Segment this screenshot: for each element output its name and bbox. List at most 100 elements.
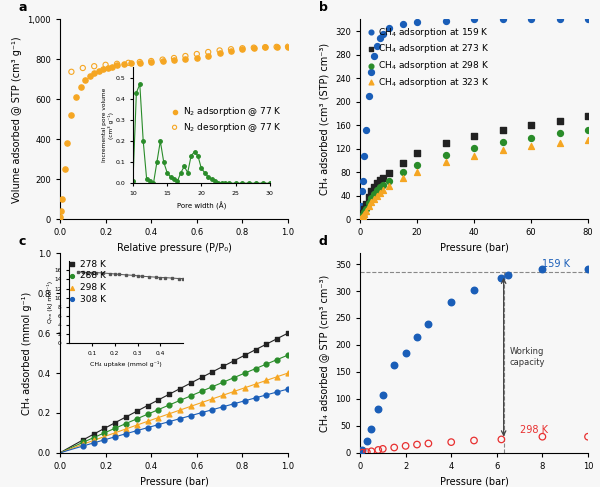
Text: 159 K: 159 K [542, 259, 571, 269]
CH$_4$ adsorption at 159 K [364, 92, 373, 100]
N$_2$ adsorption @ 77 K [94, 67, 104, 75]
288 K [143, 411, 152, 418]
CH$_4$ adsorption at 273 K [358, 209, 368, 217]
Point [538, 433, 547, 441]
CH$_4$ adsorption at 298 K [356, 215, 365, 223]
308 K [251, 394, 260, 402]
Point [358, 449, 367, 456]
CH$_4$ adsorption at 273 K [372, 179, 382, 187]
CH$_4$ adsorption at 273 K [378, 174, 388, 182]
CH$_4$ adsorption at 298 K [398, 169, 407, 176]
CH$_4$ adsorption at 159 K [412, 19, 422, 26]
CH$_4$ adsorption at 159 K [384, 24, 394, 32]
CH$_4$ adsorption at 273 K [356, 214, 365, 222]
CH$_4$ adsorption at 323 K [375, 189, 385, 197]
298 K [262, 376, 271, 384]
Point [373, 405, 383, 412]
308 K [143, 424, 152, 431]
N$_2$ adsorption @ 77 K [76, 83, 85, 91]
288 K [132, 415, 142, 423]
308 K [208, 406, 217, 413]
CH$_4$ adsorption at 323 K [358, 212, 368, 220]
N$_2$ desorption @ 77 K [181, 52, 190, 60]
CH$_4$ adsorption at 323 K [364, 202, 373, 210]
CH$_4$ adsorption at 273 K [412, 150, 422, 157]
Point [378, 391, 388, 398]
308 K [272, 388, 282, 396]
CH$_4$ adsorption at 273 K [498, 126, 508, 134]
CH$_4$ adsorption at 159 K [359, 152, 369, 160]
Point [446, 438, 456, 446]
288 K [240, 369, 250, 377]
Point [497, 274, 506, 281]
CH$_4$ adsorption at 298 K [469, 144, 479, 151]
CH$_4$ adsorption at 323 K [355, 215, 365, 223]
CH$_4$ adsorption at 298 K [367, 194, 376, 202]
Point [583, 265, 593, 273]
N$_2$ desorption @ 77 K [238, 44, 247, 52]
CH$_4$ adsorption at 298 K [378, 181, 388, 189]
298 K [132, 421, 142, 429]
N$_2$ desorption @ 77 K [67, 68, 76, 75]
298 K [283, 369, 293, 377]
CH$_4$ adsorption at 159 K [358, 177, 368, 185]
X-axis label: Relative pressure (P/P₀): Relative pressure (P/P₀) [116, 243, 232, 253]
Point [358, 446, 367, 454]
N$_2$ adsorption @ 77 K [249, 44, 259, 52]
308 K [121, 430, 131, 438]
CH$_4$ adsorption at 159 K [355, 213, 365, 221]
CH$_4$ adsorption at 323 K [370, 195, 379, 203]
CH$_4$ adsorption at 273 K [356, 213, 366, 221]
308 K [283, 385, 293, 393]
Point [469, 437, 479, 445]
Point [362, 448, 371, 456]
N$_2$ adsorption @ 77 K [67, 112, 76, 119]
N$_2$ desorption @ 77 K [260, 43, 270, 51]
N$_2$ desorption @ 77 K [89, 62, 99, 70]
Y-axis label: CH₄ adsorbed (mmol g⁻¹): CH₄ adsorbed (mmol g⁻¹) [22, 291, 32, 415]
N$_2$ adsorption @ 77 K [192, 54, 202, 62]
CH$_4$ adsorption at 298 K [358, 212, 367, 220]
288 K [78, 438, 88, 446]
278 K [89, 431, 98, 438]
N$_2$ adsorption @ 77 K [203, 52, 213, 60]
298 K [175, 406, 185, 414]
288 K [272, 356, 282, 363]
278 K [197, 374, 206, 381]
298 K [218, 391, 228, 399]
288 K [197, 387, 206, 395]
Point [583, 433, 593, 441]
N$_2$ adsorption @ 77 K [55, 213, 65, 221]
N$_2$ desorption @ 77 K [283, 43, 293, 51]
CH$_4$ adsorption at 323 K [412, 168, 422, 175]
Point [401, 442, 410, 450]
N$_2$ desorption @ 77 K [169, 54, 179, 62]
Point [412, 333, 422, 341]
Point [538, 265, 547, 273]
CH$_4$ adsorption at 273 K [440, 139, 450, 147]
N$_2$ adsorption @ 77 K [238, 45, 247, 53]
Legend: 278 K, 288 K, 298 K, 308 K: 278 K, 288 K, 298 K, 308 K [65, 258, 107, 305]
CH$_4$ adsorption at 298 K [412, 161, 422, 169]
278 K [132, 407, 142, 415]
CH$_4$ adsorption at 159 K [440, 17, 450, 24]
CH$_4$ adsorption at 298 K [498, 138, 508, 146]
N$_2$ adsorption @ 77 K [71, 94, 81, 101]
N$_2$ adsorption @ 77 K [226, 47, 236, 55]
CH$_4$ adsorption at 273 K [375, 176, 385, 184]
Point [424, 440, 433, 448]
N$_2$ adsorption @ 77 K [181, 56, 190, 63]
298 K [164, 410, 174, 418]
CH$_4$ adsorption at 298 K [361, 205, 371, 212]
N$_2$ adsorption @ 77 K [89, 69, 99, 77]
CH$_4$ adsorption at 323 K [398, 174, 407, 182]
N$_2$ adsorption @ 77 K [215, 50, 224, 57]
CH$_4$ adsorption at 159 K [555, 15, 565, 23]
308 K [164, 418, 174, 426]
278 K [218, 362, 228, 370]
CH$_4$ adsorption at 323 K [498, 147, 508, 154]
N$_2$ desorption @ 77 K [203, 48, 213, 56]
CH$_4$ adsorption at 273 K [384, 169, 394, 177]
298 K [100, 432, 109, 440]
CH$_4$ adsorption at 298 K [370, 190, 379, 198]
